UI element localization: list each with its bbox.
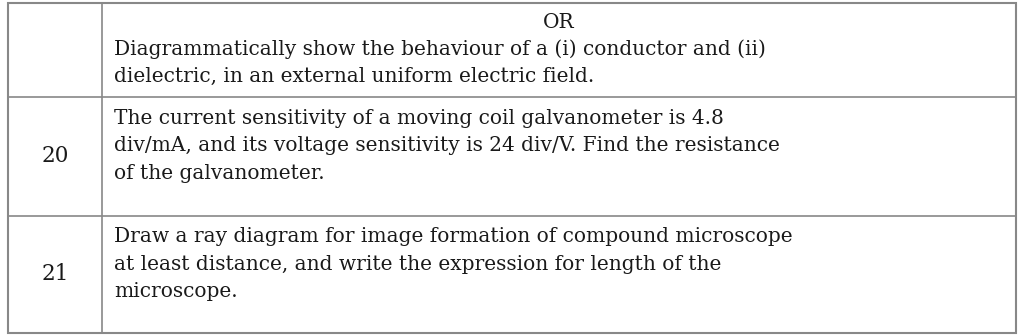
Text: Diagrammatically show the behaviour of a (i) conductor and (ii)
dielectric, in a: Diagrammatically show the behaviour of a… <box>115 39 766 86</box>
Text: 20: 20 <box>41 145 69 167</box>
Text: OR: OR <box>543 13 574 32</box>
Text: Draw a ray diagram for image formation of compound microscope
at least distance,: Draw a ray diagram for image formation o… <box>115 227 793 301</box>
Text: The current sensitivity of a moving coil galvanometer is 4.8
div/mA, and its vol: The current sensitivity of a moving coil… <box>115 109 780 182</box>
Text: 21: 21 <box>41 263 69 285</box>
